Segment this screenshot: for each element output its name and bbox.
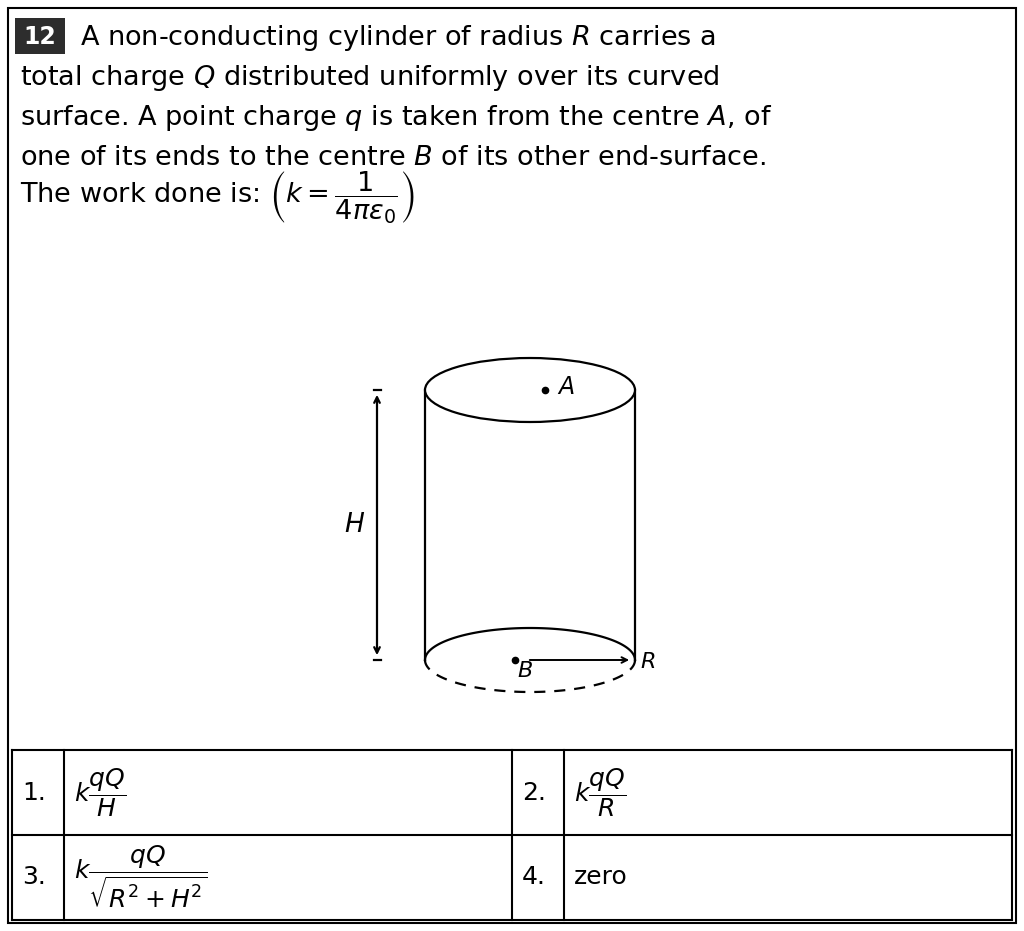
Text: total charge $Q$ distributed uniformly over its curved: total charge $Q$ distributed uniformly o…	[20, 63, 720, 93]
Text: $H$: $H$	[344, 512, 366, 538]
Text: $k\dfrac{qQ}{H}$: $k\dfrac{qQ}{H}$	[74, 766, 126, 819]
Text: one of its ends to the centre $B$ of its other end-surface.: one of its ends to the centre $B$ of its…	[20, 145, 766, 171]
Bar	[425, 390, 635, 660]
Text: $R$: $R$	[640, 652, 655, 672]
Text: $k\dfrac{qQ}{R}$: $k\dfrac{qQ}{R}$	[574, 766, 626, 819]
Text: 2.: 2.	[522, 780, 546, 804]
Text: $A$: $A$	[557, 375, 574, 399]
Text: 4.: 4.	[522, 866, 546, 889]
Text: zero: zero	[574, 866, 628, 889]
Text: 1.: 1.	[22, 780, 46, 804]
Text: 12: 12	[24, 25, 56, 49]
Text: The work done is: $\left(k = \dfrac{1}{4\pi\varepsilon_0}\right)$: The work done is: $\left(k = \dfrac{1}{4…	[20, 169, 415, 226]
Text: $k\dfrac{qQ}{\sqrt{R^2+H^2}}$: $k\dfrac{qQ}{\sqrt{R^2+H^2}}$	[74, 843, 208, 911]
Text: surface. A point charge $q$ is taken from the centre $A$, of: surface. A point charge $q$ is taken fro…	[20, 103, 772, 133]
Text: 3.: 3.	[22, 866, 46, 889]
Ellipse shape	[425, 358, 635, 422]
Bar	[15, 18, 65, 54]
Text: $B$: $B$	[517, 661, 532, 681]
Text: A non-conducting cylinder of radius $R$ carries a: A non-conducting cylinder of radius $R$ …	[80, 23, 716, 53]
